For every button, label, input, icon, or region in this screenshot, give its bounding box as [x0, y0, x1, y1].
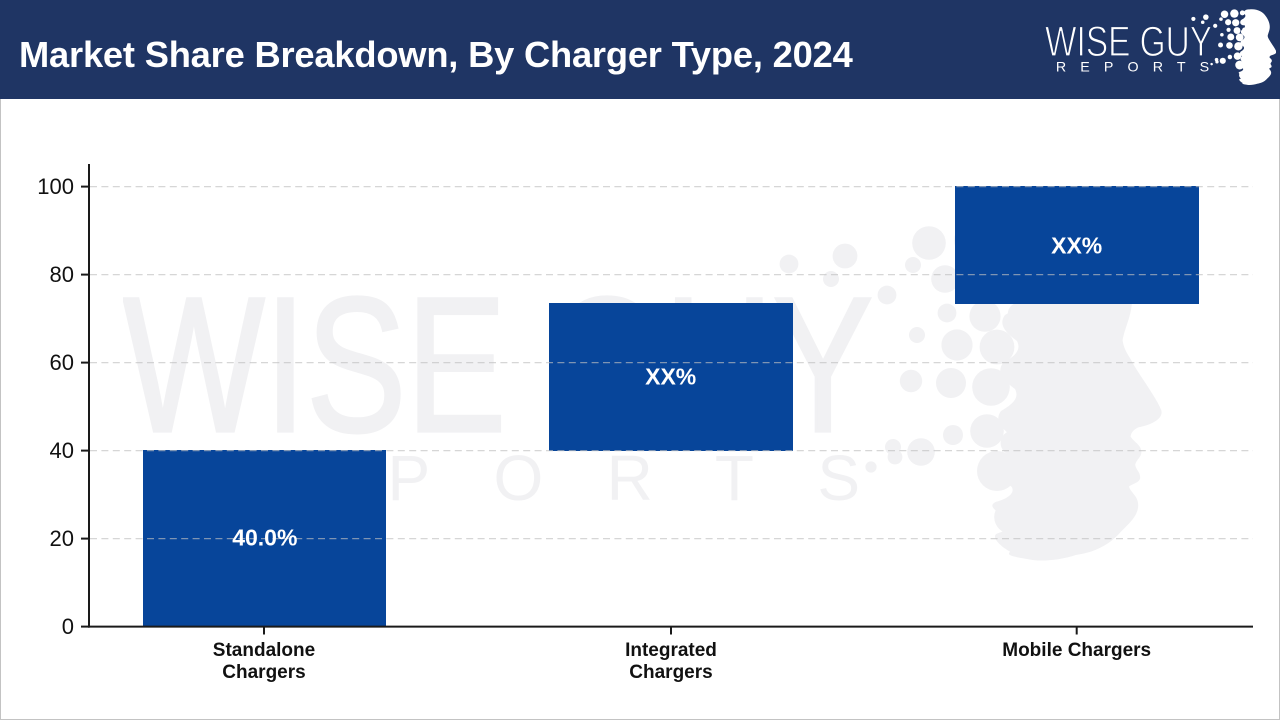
svg-text:WISE GUY: WISE GUY — [1045, 18, 1212, 66]
